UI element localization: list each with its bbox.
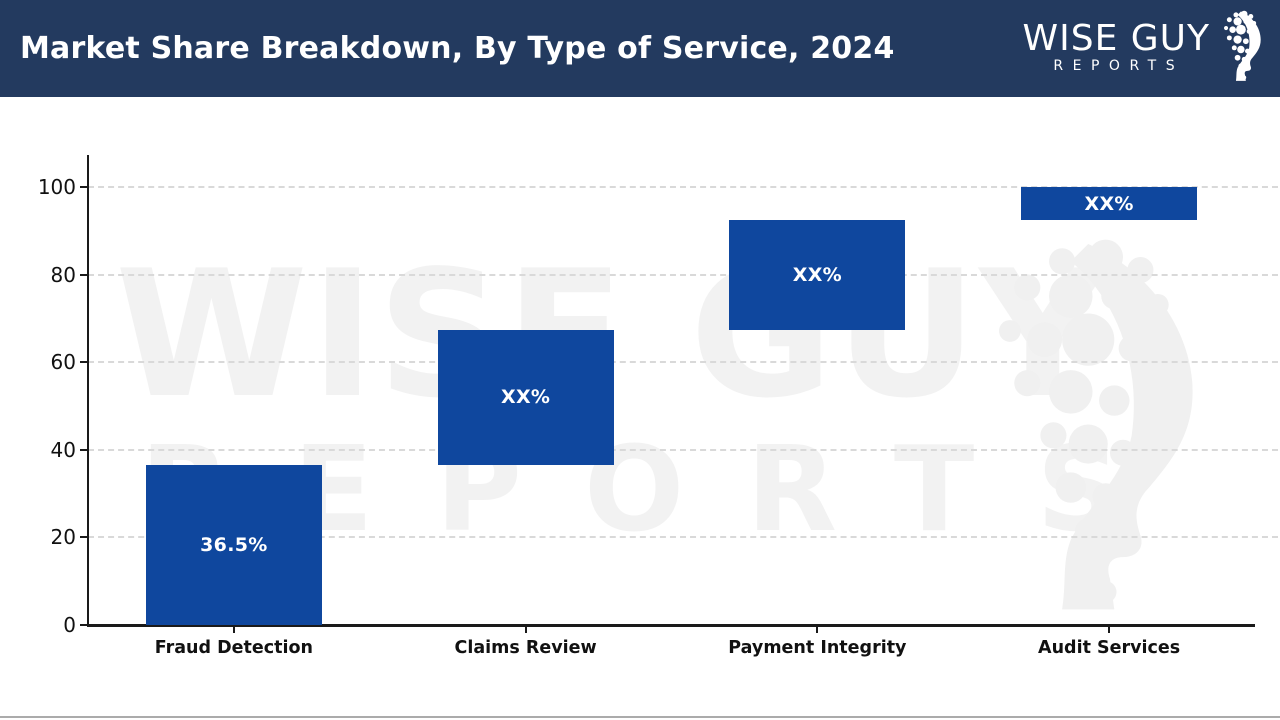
bottom-divider — [0, 716, 1280, 718]
y-tick — [80, 273, 88, 276]
x-tick — [1108, 626, 1111, 633]
logo-wordmark: WISE GUY — [1022, 17, 1210, 59]
y-tick — [80, 361, 88, 364]
bar-value-label: 36.5% — [200, 534, 268, 557]
watermark-head-icon — [999, 239, 1193, 610]
bar-value-label: XX% — [792, 263, 842, 286]
y-tick — [80, 186, 88, 189]
gridline — [88, 186, 1278, 189]
x-category-label: Fraud Detection — [154, 638, 313, 658]
page-title: Market Share Breakdown, By Type of Servi… — [20, 31, 895, 66]
x-tick — [524, 626, 527, 633]
bar-value-label: XX% — [501, 386, 551, 409]
x-category-label: Payment Integrity — [728, 638, 907, 658]
gridline — [88, 536, 1278, 539]
gridline — [88, 273, 1278, 276]
bar-payment-integrity: XX% — [729, 220, 906, 330]
x-category-label: Audit Services — [1038, 638, 1181, 658]
logo-text: WISE GUY REPORTS — [1022, 17, 1211, 75]
bar-audit-services: XX% — [1021, 187, 1198, 221]
x-axis — [87, 624, 1255, 627]
y-tick-label: 80 — [50, 262, 76, 287]
y-tick-label: 20 — [50, 525, 76, 550]
bar-fraud-detection: 36.5% — [145, 465, 322, 625]
y-tick-label: 0 — [63, 613, 76, 637]
logo-tagline: REPORTS — [1053, 58, 1185, 75]
y-tick — [80, 448, 88, 451]
header: Market Share Breakdown, By Type of Servi… — [0, 0, 1280, 97]
bar-value-label: XX% — [1084, 192, 1134, 215]
y-tick — [80, 624, 88, 626]
gridline — [88, 361, 1278, 364]
y-tick-label: 40 — [50, 437, 76, 462]
x-tick — [816, 626, 819, 633]
y-tick — [80, 536, 88, 539]
y-tick-label: 60 — [50, 350, 76, 375]
y-axis — [87, 155, 89, 626]
brand-logo: WISE GUY REPORTS — [1023, 5, 1265, 89]
x-category-label: Claims Review — [454, 638, 597, 658]
gridline — [88, 448, 1278, 451]
x-tick — [232, 626, 235, 633]
bar-claims-review: XX% — [437, 329, 614, 466]
y-tick-label: 100 — [37, 175, 76, 200]
